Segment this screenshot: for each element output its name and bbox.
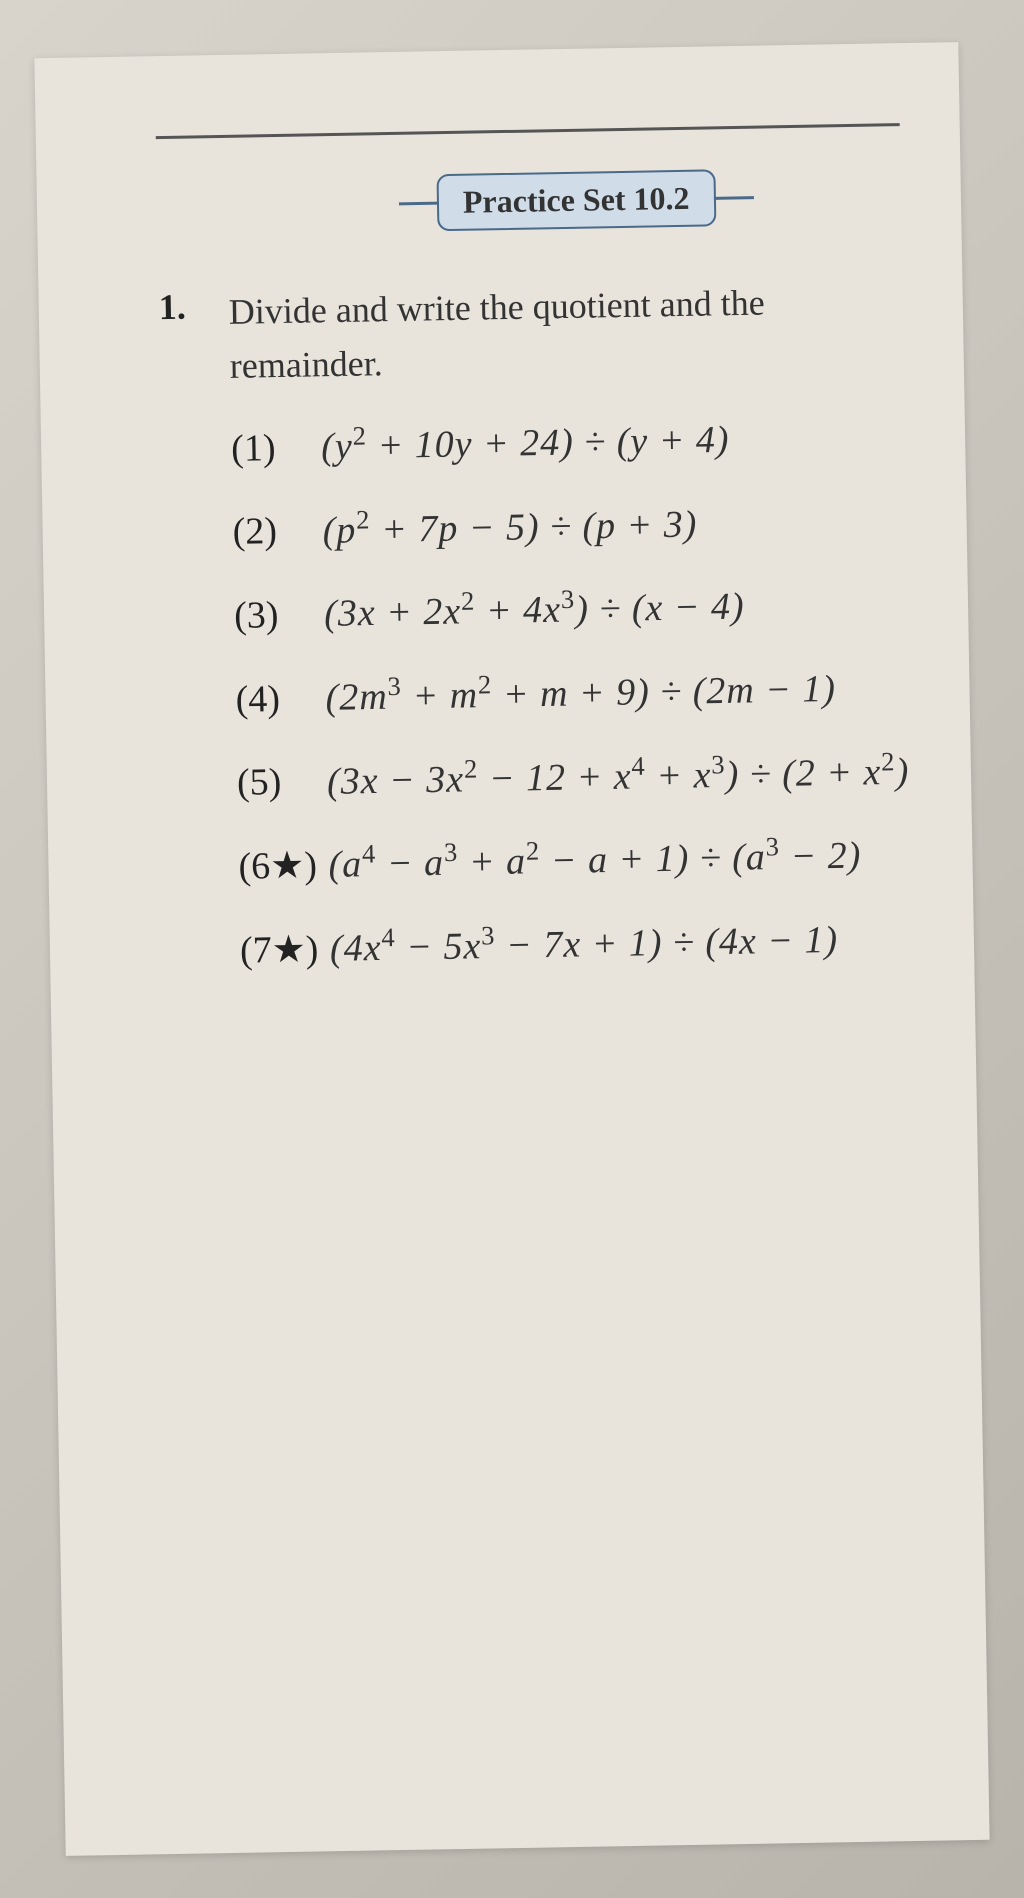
question-number: 1. <box>158 285 199 328</box>
item-number: (2) <box>232 509 323 555</box>
item-number: (4) <box>235 676 326 722</box>
item-number: (1) <box>231 425 322 471</box>
item-expression: (4x4 − 5x3 − 7x + 1) ÷ (4x − 1) <box>330 914 839 971</box>
question-text: Divide and write the quotient and the re… <box>228 273 904 393</box>
list-item: (5) (3x − 3x2 − 12 + x4 + x3) ÷ (2 + x2) <box>237 746 912 805</box>
list-item: (2) (p2 + 7p − 5) ÷ (p + 3) <box>232 495 907 554</box>
item-expression: (a4 − a3 + a2 − a + 1) ÷ (a3 − 2) <box>328 830 862 887</box>
item-expression: (y2 + 10y + 24) ÷ (y + 4) <box>321 414 730 469</box>
item-number: (6★) <box>238 842 329 889</box>
item-expression: (p2 + 7p − 5) ÷ (p + 3) <box>322 498 697 552</box>
list-item: (4) (2m3 + m2 + m + 9) ÷ (2m − 1) <box>235 662 910 721</box>
header-rule <box>156 123 900 139</box>
list-item: (6★) (a4 − a3 + a2 − a + 1) ÷ (a3 − 2) <box>238 829 913 888</box>
list-item: (7★) (4x4 − 5x3 − 7x + 1) ÷ (4x − 1) <box>240 913 915 972</box>
item-number: (5) <box>237 759 328 805</box>
sub-items-list: (1) (y2 + 10y + 24) ÷ (y + 4) (2) (p2 + … <box>231 411 914 972</box>
item-expression: (3x − 3x2 − 12 + x4 + x3) ÷ (2 + x2) <box>327 746 910 804</box>
list-item: (3) (3x + 2x2 + 4x3) ÷ (x − 4) <box>234 578 909 637</box>
item-expression: (3x + 2x2 + 4x3) ÷ (x − 4) <box>324 581 745 636</box>
list-item: (1) (y2 + 10y + 24) ÷ (y + 4) <box>231 411 906 470</box>
textbook-page: Practice Set 10.2 1. Divide and write th… <box>34 42 989 1856</box>
practice-set-box: Practice Set 10.2 <box>436 169 716 231</box>
item-expression: (2m3 + m2 + m + 9) ÷ (2m − 1) <box>325 663 836 720</box>
item-number: (3) <box>234 592 325 638</box>
practice-set-title: Practice Set 10.2 <box>463 180 690 220</box>
item-number: (7★) <box>240 926 331 973</box>
question-row: 1. Divide and write the quotient and the… <box>158 273 904 394</box>
